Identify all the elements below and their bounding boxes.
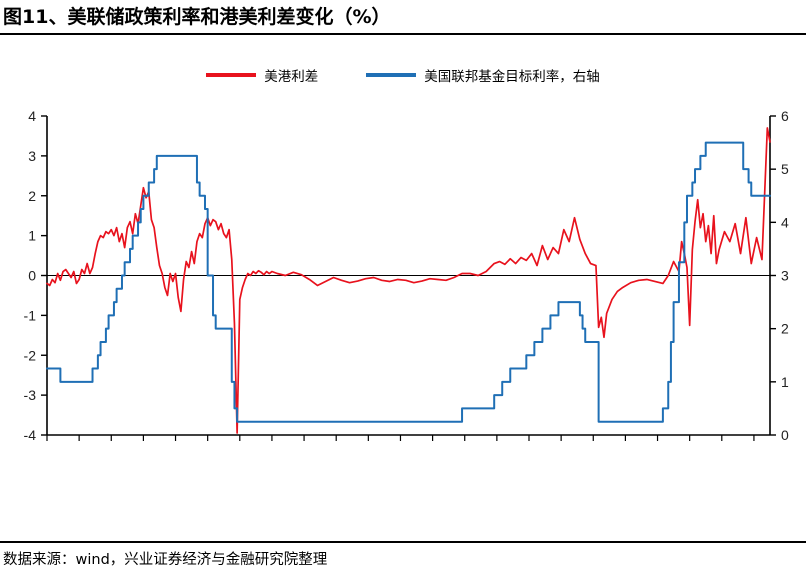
line-chart-svg: -4 -3 -2 -1 0 1 2 3 4 0 1 2 3 4 5 6 2003-012004-012005… bbox=[24, 108, 789, 443]
series-line-1 bbox=[46, 141, 771, 423]
svg-text:3: 3 bbox=[28, 148, 36, 164]
left-axis-ticks: -4 -3 -2 -1 0 1 2 3 4 bbox=[24, 108, 47, 443]
svg-text:0: 0 bbox=[28, 268, 36, 284]
page-title: 图11、美联储政策利率和港美利差变化（%） bbox=[3, 5, 391, 28]
svg-text:1: 1 bbox=[28, 228, 36, 244]
svg-text:4: 4 bbox=[28, 108, 36, 124]
figure-title-bar: 图11、美联储政策利率和港美利差变化（%） bbox=[0, 0, 806, 30]
chart-plot-area: -4 -3 -2 -1 0 1 2 3 4 0 1 2 3 4 5 6 2003-012004-012005… bbox=[0, 95, 806, 445]
svg-text:-1: -1 bbox=[24, 307, 37, 323]
svg-text:5: 5 bbox=[781, 161, 789, 177]
legend-line-swatch-icon bbox=[206, 73, 257, 77]
svg-text:-2: -2 bbox=[24, 347, 37, 363]
chart-legend: 美港利差 美国联邦基金目标利率，右轴 bbox=[0, 62, 806, 88]
source-note: 数据来源：wind，兴业证券经济与金融研究院整理 bbox=[3, 552, 328, 568]
footer-divider bbox=[0, 541, 806, 543]
x-axis-ticks: 2003-012004-012005-012006-012007-012008-… bbox=[46, 435, 755, 441]
chart-series-group bbox=[46, 127, 771, 434]
right-axis-ticks: 0 1 2 3 4 5 6 bbox=[770, 108, 789, 443]
series-line-0 bbox=[46, 127, 771, 434]
svg-text:-4: -4 bbox=[24, 427, 37, 443]
legend-item-label: 美国联邦基金目标利率，右轴 bbox=[424, 69, 600, 85]
legend-item-label: 美港利差 bbox=[264, 69, 319, 85]
svg-text:1: 1 bbox=[781, 374, 789, 390]
legend-line-swatch-icon bbox=[366, 73, 417, 77]
title-divider bbox=[0, 33, 806, 35]
svg-text:4: 4 bbox=[781, 214, 789, 230]
svg-text:-3: -3 bbox=[24, 387, 37, 403]
svg-text:6: 6 bbox=[781, 108, 789, 124]
legend-item-1[interactable]: 美国联邦基金目标利率，右轴 bbox=[366, 65, 600, 85]
svg-text:3: 3 bbox=[781, 268, 789, 284]
legend-item-0[interactable]: 美港利差 bbox=[206, 65, 318, 85]
svg-text:0: 0 bbox=[781, 427, 789, 443]
svg-text:2: 2 bbox=[781, 321, 789, 337]
svg-text:2: 2 bbox=[28, 188, 36, 204]
